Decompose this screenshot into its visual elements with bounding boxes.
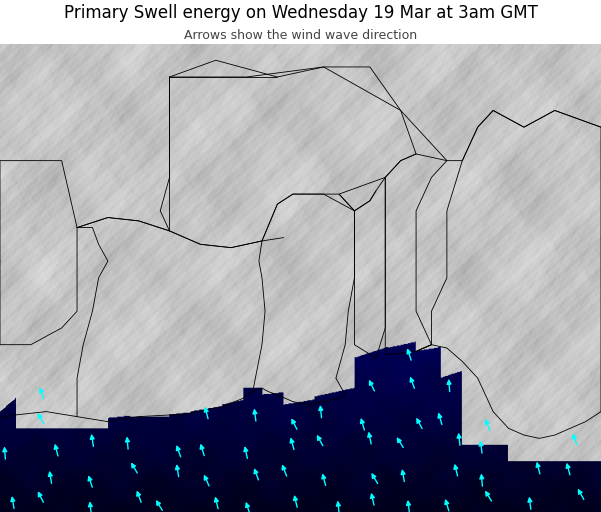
Text: Arrows show the wind wave direction: Arrows show the wind wave direction xyxy=(184,29,417,42)
Text: Primary Swell energy on Wednesday 19 Mar at 3am GMT: Primary Swell energy on Wednesday 19 Mar… xyxy=(64,4,537,22)
